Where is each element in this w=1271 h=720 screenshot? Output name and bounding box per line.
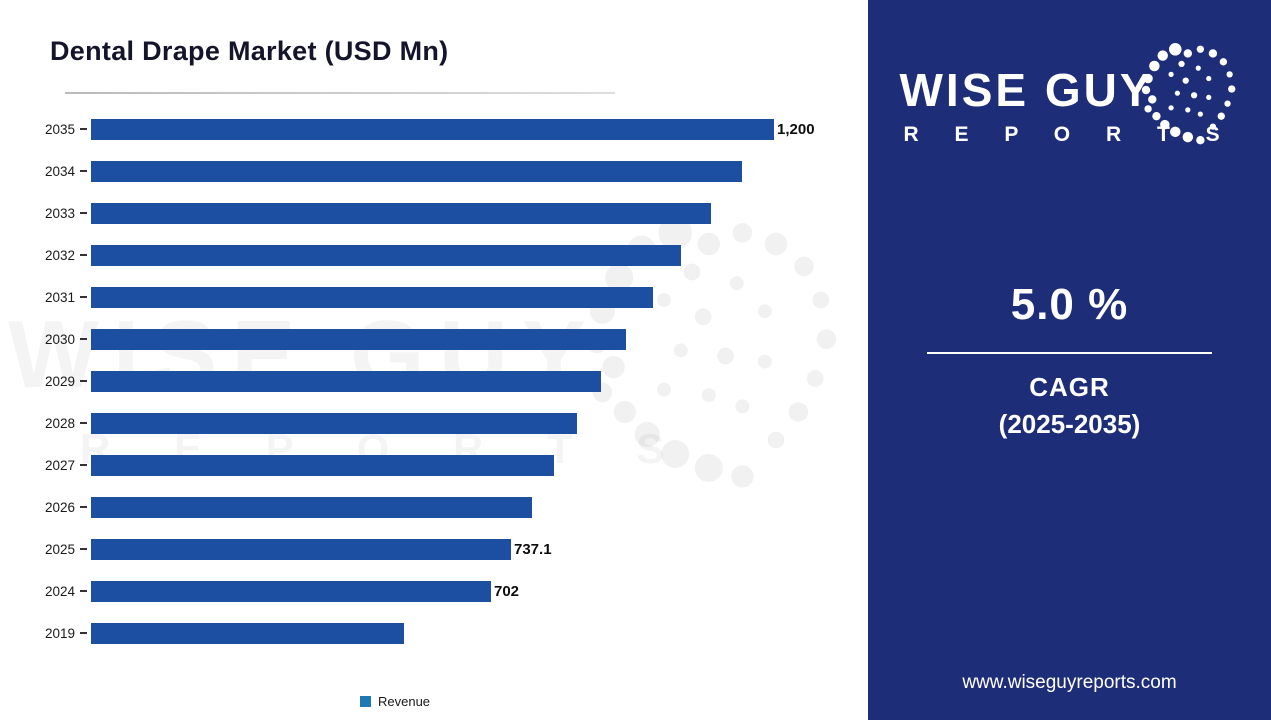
bar	[91, 202, 711, 224]
legend-swatch-icon	[360, 696, 371, 707]
bar-row: 2025 737.1	[20, 528, 850, 570]
cagr-block: 5.0 % CAGR (2025-2035)	[920, 280, 1220, 440]
bar-row: 2031	[20, 276, 850, 318]
cagr-period: (2025-2035)	[998, 409, 1141, 439]
y-axis-tick-mark	[80, 380, 87, 382]
side-panel: WISE GUY R E P O R T S 5	[868, 0, 1271, 720]
y-axis-tick-label: 2019	[44, 625, 75, 641]
bar-row: 2032	[20, 234, 850, 276]
logo: WISE GUY R E P O R T S	[899, 43, 1240, 165]
bar	[91, 286, 653, 308]
y-axis-tick-label: 2033	[44, 205, 75, 221]
bar-row: 2029	[20, 360, 850, 402]
bar-row: 2024 702	[20, 570, 850, 612]
y-axis-tick-label: 2032	[44, 247, 75, 263]
cagr-label: CAGR	[1029, 372, 1110, 402]
bar-row: 2026	[20, 486, 850, 528]
y-axis-tick-label: 2024	[44, 583, 75, 599]
y-axis-tick-mark	[80, 338, 87, 340]
bar-row: 2019	[20, 612, 850, 654]
legend-label: Revenue	[378, 694, 431, 709]
bar-row: 2035 1,200	[20, 108, 850, 150]
chart-title: Dental Drape Market (USD Mn)	[50, 36, 449, 66]
legend: Revenue	[360, 694, 430, 709]
bar-chart: 2035 1,200 2034 2033 2032 2031 2030 2029 2028 202…	[20, 108, 850, 654]
y-axis-tick-label: 2027	[44, 457, 75, 473]
website-text: www.wiseguyreports.com	[962, 672, 1177, 693]
y-axis-tick-mark	[80, 296, 87, 298]
bar-value-label: 737.1	[514, 540, 552, 558]
bar	[91, 160, 742, 182]
y-axis-tick-mark	[80, 254, 87, 256]
cagr-value: 5.0 %	[1010, 280, 1129, 329]
bar-value-label: 702	[494, 582, 520, 600]
bar	[91, 622, 404, 644]
bar	[91, 496, 532, 518]
y-axis-tick-label: 2025	[44, 541, 75, 557]
y-axis-tick-label: 2035	[44, 121, 75, 137]
y-axis-tick-mark	[80, 422, 87, 424]
y-axis-tick-mark	[80, 212, 87, 214]
y-axis-tick-label: 2030	[44, 331, 75, 347]
y-axis-tick-label: 2028	[44, 415, 75, 431]
y-axis-tick-label: 2031	[44, 289, 75, 305]
bar	[91, 328, 626, 350]
bar-row: 2027	[20, 444, 850, 486]
logo-wordmark: WISE GUY	[899, 64, 1154, 116]
y-axis-tick-mark	[80, 464, 87, 466]
logo-head-dots-icon	[1141, 43, 1235, 145]
chart-panel: Dental Drape Market (USD Mn) WISE GUY R …	[8, 36, 850, 709]
bar-row: 2033	[20, 192, 850, 234]
bar-row: 2030	[20, 318, 850, 360]
y-axis-tick-mark	[80, 548, 87, 550]
y-axis-tick-mark	[80, 170, 87, 172]
title-underline	[65, 92, 615, 94]
logo-subtitle: R E P O R T S	[903, 123, 1235, 146]
bar	[91, 370, 601, 392]
y-axis-tick-label: 2026	[44, 499, 75, 515]
y-axis-tick-label: 2034	[44, 163, 75, 179]
bar-row: 2028	[20, 402, 850, 444]
bar	[91, 580, 491, 602]
bar-value-label: 1,200	[777, 120, 815, 138]
y-axis-tick-mark	[80, 128, 87, 130]
bar	[91, 118, 774, 140]
bar	[91, 538, 511, 560]
y-axis-tick-mark	[80, 632, 87, 634]
y-axis-tick-mark	[80, 506, 87, 508]
cagr-divider	[927, 352, 1212, 354]
y-axis-tick-label: 2029	[44, 373, 75, 389]
bar	[91, 412, 577, 434]
bar	[91, 454, 554, 476]
bar-row: 2034	[20, 150, 850, 192]
y-axis-tick-mark	[80, 590, 87, 592]
bar	[91, 244, 681, 266]
